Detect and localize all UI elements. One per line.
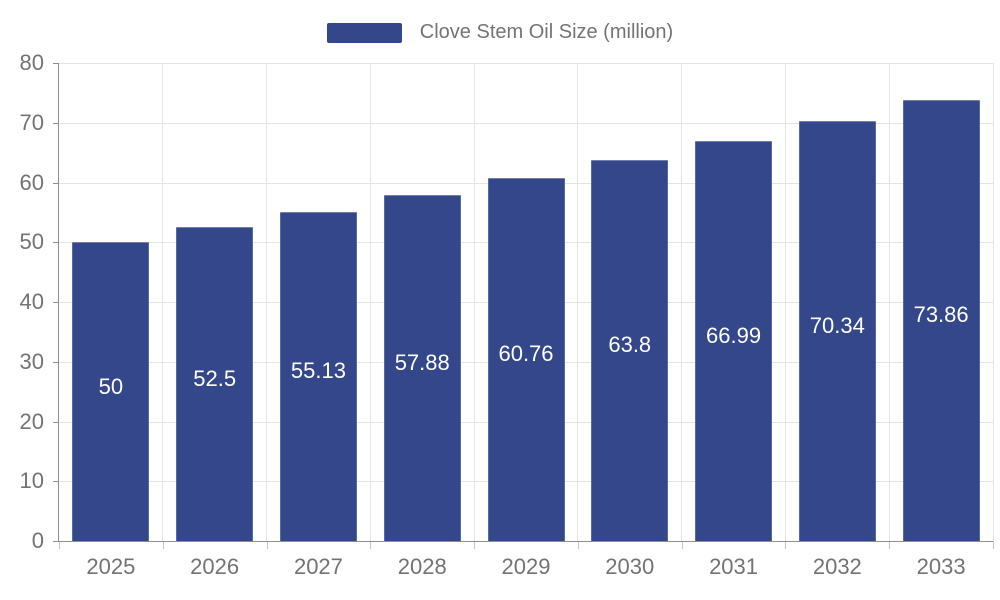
bar[interactable] [695,140,773,541]
x-axis-tick [59,541,60,549]
x-axis-tick-label: 2031 [709,554,759,579]
x-axis-tick [162,541,164,549]
x-axis-line [58,541,993,542]
bar[interactable] [591,159,669,541]
y-axis-tick [53,361,59,363]
y-axis-tick-label: 30 [19,348,44,374]
x-axis-tick-label: 2025 [86,554,136,579]
legend[interactable]: Clove Stem Oil Size (million) [0,21,1000,44]
y-axis-tick [53,63,59,64]
grid-line-vertical [266,63,268,541]
x-axis-tick [889,541,891,549]
x-axis-tick-label: 2032 [812,554,862,579]
y-axis-tick-label: 50 [19,229,44,255]
y-axis-tick-label: 70 [19,109,44,135]
x-axis-tick [681,541,683,549]
grid-line-vertical [369,63,371,541]
grid-line-horizontal [59,63,993,64]
y-axis-line [58,63,59,541]
bar[interactable] [279,211,357,541]
y-axis-tick [53,302,59,303]
x-axis-tick [785,541,787,549]
grid-line-vertical [162,63,164,541]
bar[interactable] [72,242,150,541]
y-axis-tick-label: 0 [31,528,44,553]
y-axis-tick [53,242,59,244]
y-axis-tick [53,541,59,542]
x-axis-tick [993,541,994,549]
x-axis-tick [577,541,579,549]
x-axis-tick-label: 2030 [605,554,655,579]
bar[interactable] [798,120,876,541]
y-axis-tick [53,122,59,124]
bar[interactable] [487,177,565,541]
grid-line-horizontal [59,122,993,124]
x-axis-tick [474,541,476,549]
x-axis-tick-label: 2026 [190,554,240,579]
y-axis-tick [53,421,59,423]
grid-line-vertical [784,63,786,541]
grid-line-vertical [888,63,890,541]
bar[interactable] [383,195,461,541]
bar[interactable] [176,227,254,541]
grid-line-vertical [681,63,683,541]
x-axis-tick-label: 2028 [397,554,447,579]
y-axis-tick-label: 60 [19,169,44,195]
x-axis-tick-label: 2033 [916,554,966,579]
x-axis-tick [266,541,268,549]
y-axis-tick-label: 80 [19,50,44,75]
y-axis-tick-label: 20 [19,408,44,434]
y-axis-tick-label: 10 [19,468,44,494]
y-axis-tick [53,481,59,483]
grid-line-vertical [473,63,475,541]
legend-swatch [326,22,402,43]
bar[interactable] [902,99,980,541]
grid-line-vertical [992,63,994,541]
legend-label: Clove Stem Oil Size (million) [419,21,674,43]
y-axis-tick-label: 40 [19,289,44,314]
x-axis-tick-label: 2027 [293,554,343,579]
x-axis-tick [370,541,372,549]
x-axis-tick-label: 2029 [501,554,551,579]
y-axis-tick [53,182,59,184]
grid-line-vertical [577,63,579,541]
